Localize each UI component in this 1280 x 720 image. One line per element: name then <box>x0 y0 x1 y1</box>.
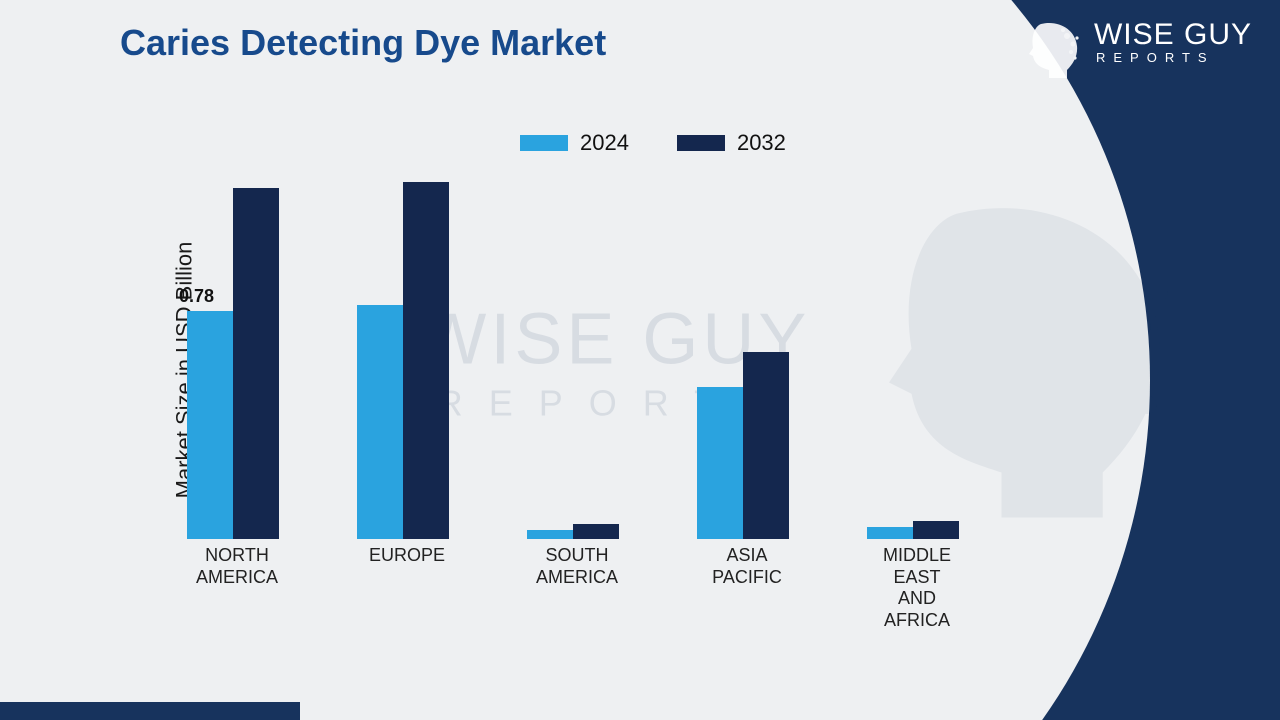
brand-line2: REPORTS <box>1094 50 1252 65</box>
bar <box>743 352 789 539</box>
bar <box>187 311 233 539</box>
bar <box>357 305 403 539</box>
legend-item-2024: 2024 <box>520 130 629 156</box>
legend-label-2032: 2032 <box>737 130 786 156</box>
bar <box>867 527 913 539</box>
brand-logo: WISE GUY REPORTS <box>1094 18 1252 65</box>
bar <box>573 524 619 539</box>
legend-item-2032: 2032 <box>677 130 786 156</box>
legend-swatch-2032 <box>677 135 725 151</box>
bar <box>403 182 449 539</box>
bar <box>527 530 573 539</box>
category-label: MIDDLEEASTANDAFRICA <box>847 545 987 631</box>
bar <box>913 521 959 539</box>
plot-area: 0.78NORTHAMERICAEUROPESOUTHAMERICAASIAPA… <box>140 160 980 560</box>
legend-swatch-2024 <box>520 135 568 151</box>
category-label: NORTHAMERICA <box>167 545 307 588</box>
page-title: Caries Detecting Dye Market <box>120 22 606 64</box>
category-label: ASIAPACIFIC <box>677 545 817 588</box>
brain-head-icon <box>1021 18 1085 82</box>
bar <box>233 188 279 539</box>
bar-value-label: 0.78 <box>179 286 214 307</box>
legend-label-2024: 2024 <box>580 130 629 156</box>
brand-line1: WISE GUY <box>1094 18 1252 52</box>
bar <box>697 387 743 539</box>
chart-area: Market Size in USD Billion 0.78NORTHAMER… <box>100 160 980 580</box>
footer-accent-bar <box>0 702 300 720</box>
category-label: SOUTHAMERICA <box>507 545 647 588</box>
legend: 2024 2032 <box>520 130 786 156</box>
category-label: EUROPE <box>337 545 477 567</box>
